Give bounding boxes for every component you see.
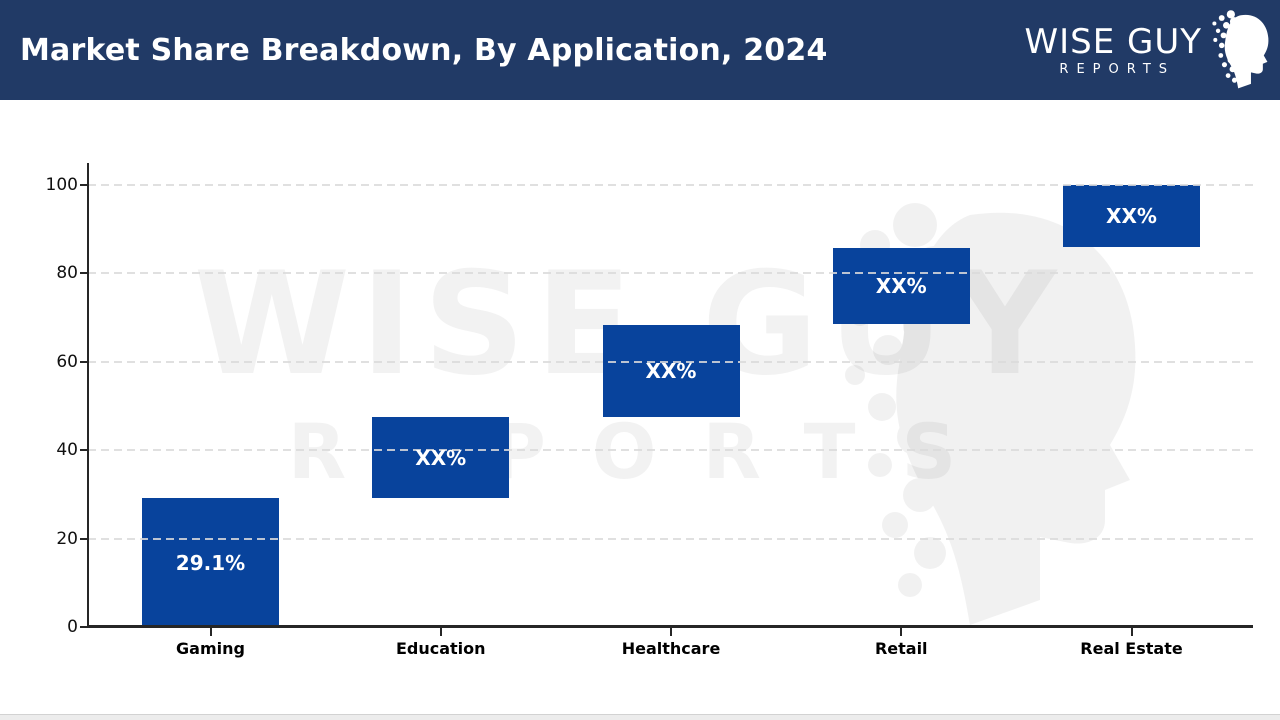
bar-label-masked: XX%	[875, 274, 927, 299]
wiseguy-head-icon	[1212, 10, 1269, 89]
bar-education	[372, 417, 510, 499]
bar-retail	[832, 248, 970, 325]
bar-label-masked: XX%	[1106, 204, 1157, 229]
bar-label-masked: XX%	[645, 359, 697, 384]
x-tick-label-0: Gaming	[176, 639, 245, 658]
x-tick-3	[900, 628, 903, 636]
gridline-y40	[88, 449, 1253, 452]
y-tick-label-100: 100	[45, 175, 78, 195]
logo-wordmark: WISE GUY	[1024, 21, 1202, 62]
bar-healthcare	[602, 325, 740, 418]
gridline-y20	[88, 537, 1253, 540]
y-tick-60	[80, 360, 87, 363]
y-tick-0	[80, 626, 87, 628]
y-tick-100	[80, 184, 87, 186]
y-tick-label-60: 60	[56, 351, 78, 372]
x-tick-4	[1130, 628, 1133, 636]
gridline-y80	[88, 272, 1253, 275]
y-tick-40	[80, 449, 87, 452]
gridline-y60	[88, 360, 1253, 363]
x-tick-label-4: Real Estate	[1080, 639, 1183, 658]
wiseguy-logo: WISE GUY REPORTS	[1024, 0, 1272, 100]
bar-gaming	[142, 498, 279, 627]
x-tick-2	[670, 628, 672, 636]
bar-label-value: 29.1%	[175, 550, 246, 575]
page-title: Market Share Breakdown, By Application, …	[20, 32, 828, 68]
logo-subtitle: REPORTS	[1059, 61, 1176, 77]
x-tick-label-3: Retail	[874, 639, 928, 658]
y-tick-label-40: 40	[56, 440, 78, 461]
bar-real-estate	[1063, 185, 1200, 248]
y-tick-label-0: 0	[67, 617, 78, 637]
gridline-y100	[88, 184, 1253, 186]
y-tick-label-80: 80	[56, 263, 78, 284]
y-tick-20	[80, 537, 87, 540]
footer-strip	[0, 714, 1280, 720]
y-tick-80	[80, 272, 87, 275]
x-tick-label-1: Education	[395, 639, 486, 658]
x-axis-line	[87, 625, 1253, 628]
bar-label-masked: XX%	[415, 445, 467, 470]
header-bar: Market Share Breakdown, By Application, …	[0, 0, 1280, 100]
y-tick-label-20: 20	[56, 528, 78, 549]
x-tick-0	[209, 628, 212, 636]
y-axis-line	[87, 163, 89, 628]
x-tick-1	[439, 628, 442, 636]
x-tick-label-2: Healthcare	[621, 639, 721, 658]
wiseguy-logo-text: WISE GUY REPORTS	[1024, 25, 1202, 76]
